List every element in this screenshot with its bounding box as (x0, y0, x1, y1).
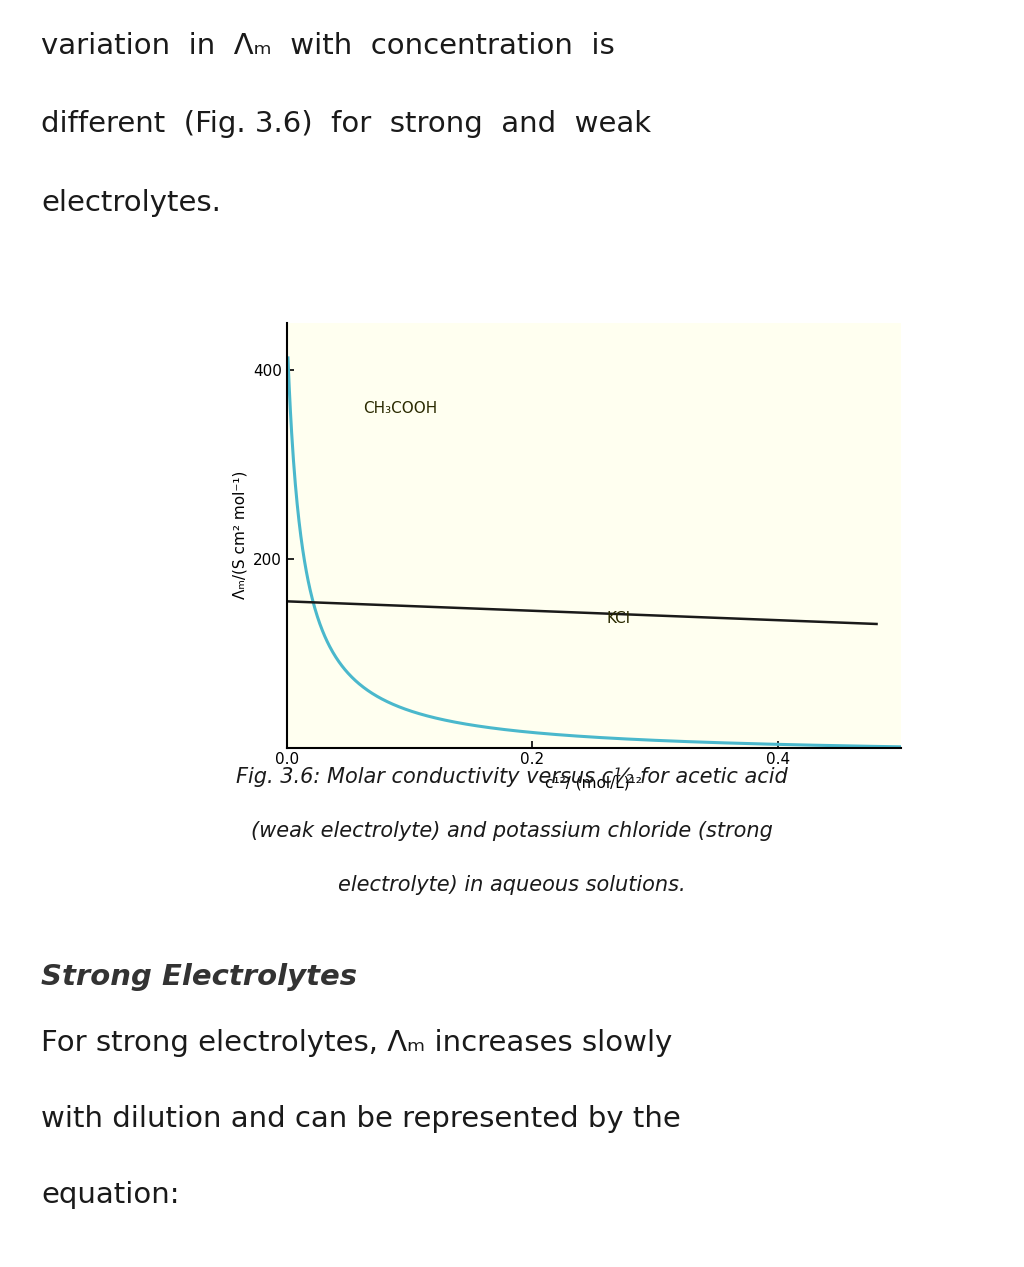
Text: Fig. 3.6: Molar conductivity versus c½ for acetic acid: Fig. 3.6: Molar conductivity versus c½ f… (237, 767, 787, 787)
X-axis label: c¹²/ (mol/L)¹²: c¹²/ (mol/L)¹² (546, 775, 642, 791)
Text: KCl: KCl (606, 611, 630, 626)
Text: For strong electrolytes, Λₘ increases slowly: For strong electrolytes, Λₘ increases sl… (41, 1029, 673, 1057)
Text: electrolytes.: electrolytes. (41, 189, 221, 217)
Text: (weak electrolyte) and potassium chloride (strong: (weak electrolyte) and potassium chlorid… (251, 821, 773, 841)
Text: CH₃COOH: CH₃COOH (362, 400, 437, 416)
Text: electrolyte) in aqueous solutions.: electrolyte) in aqueous solutions. (338, 875, 686, 896)
Y-axis label: Λₘ/(S cm² mol⁻¹): Λₘ/(S cm² mol⁻¹) (232, 471, 248, 599)
Text: equation:: equation: (41, 1181, 179, 1209)
Text: variation  in  Λₘ  with  concentration  is: variation in Λₘ with concentration is (41, 32, 614, 60)
Text: with dilution and can be represented by the: with dilution and can be represented by … (41, 1105, 681, 1133)
Text: different  (Fig. 3.6)  for  strong  and  weak: different (Fig. 3.6) for strong and weak (41, 110, 651, 138)
Text: Strong Electrolytes: Strong Electrolytes (41, 963, 357, 991)
